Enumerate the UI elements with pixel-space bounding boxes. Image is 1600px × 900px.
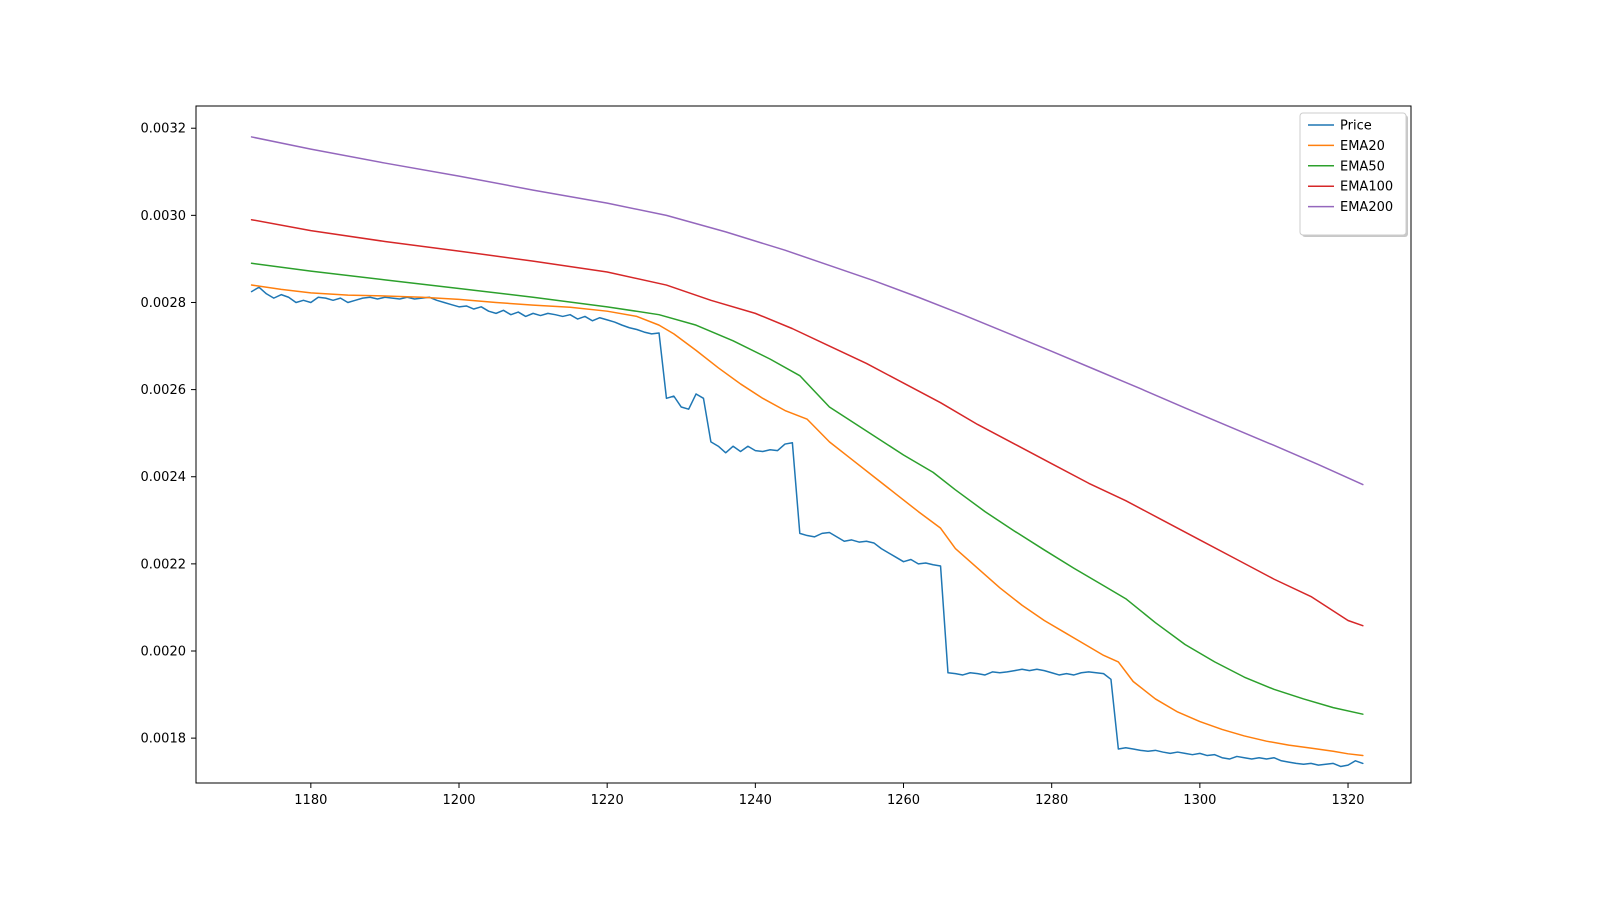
y-axis-tick-label: 0.0030: [141, 209, 187, 224]
x-axis-tick-label: 1280: [1035, 793, 1068, 808]
x-axis-tick-label: 1320: [1331, 793, 1364, 808]
series-line-ema50: [250, 262, 1364, 715]
y-axis-tick-label: 0.0018: [141, 732, 187, 747]
y-axis-tick-label: 0.0020: [141, 644, 187, 659]
x-axis-tick-label: 1240: [739, 793, 772, 808]
legend: Price EMA20 EMA50 EMA100 EMA200: [1299, 112, 1408, 237]
y-axis-tick-label: 0.0026: [141, 383, 187, 398]
axes-frame: [195, 105, 1412, 784]
y-axis-tick-label: 0.0024: [141, 470, 187, 485]
legend-box: [1299, 112, 1407, 236]
legend-item: EMA200: [1308, 200, 1393, 215]
legend-item: EMA20: [1308, 139, 1385, 154]
legend-label: EMA50: [1340, 159, 1385, 174]
legend-item: EMA50: [1308, 159, 1385, 174]
y-axis-tick-label: 0.0028: [141, 296, 187, 311]
x-axis-tick-label: 1300: [1183, 793, 1216, 808]
legend-item: Price: [1308, 119, 1372, 134]
series-line-ema100: [250, 218, 1364, 627]
x-axis-tick-label: 1220: [591, 793, 624, 808]
y-axis-tick-label: 0.0022: [141, 557, 187, 572]
legend-label: EMA200: [1340, 200, 1393, 215]
legend-label: Price: [1340, 119, 1372, 134]
series-line-ema200: [250, 136, 1364, 486]
series-line-price: [250, 286, 1364, 768]
x-axis-tick-label: 1200: [442, 793, 475, 808]
legend-item: EMA100: [1308, 180, 1393, 195]
x-axis-tick-label: 1180: [294, 793, 327, 808]
series-line-ema20: [250, 284, 1364, 757]
legend-label: EMA20: [1340, 139, 1385, 154]
legend-label: EMA100: [1340, 180, 1393, 195]
x-axis-tick-label: 1260: [887, 793, 920, 808]
y-axis-tick-label: 0.0032: [141, 122, 187, 137]
